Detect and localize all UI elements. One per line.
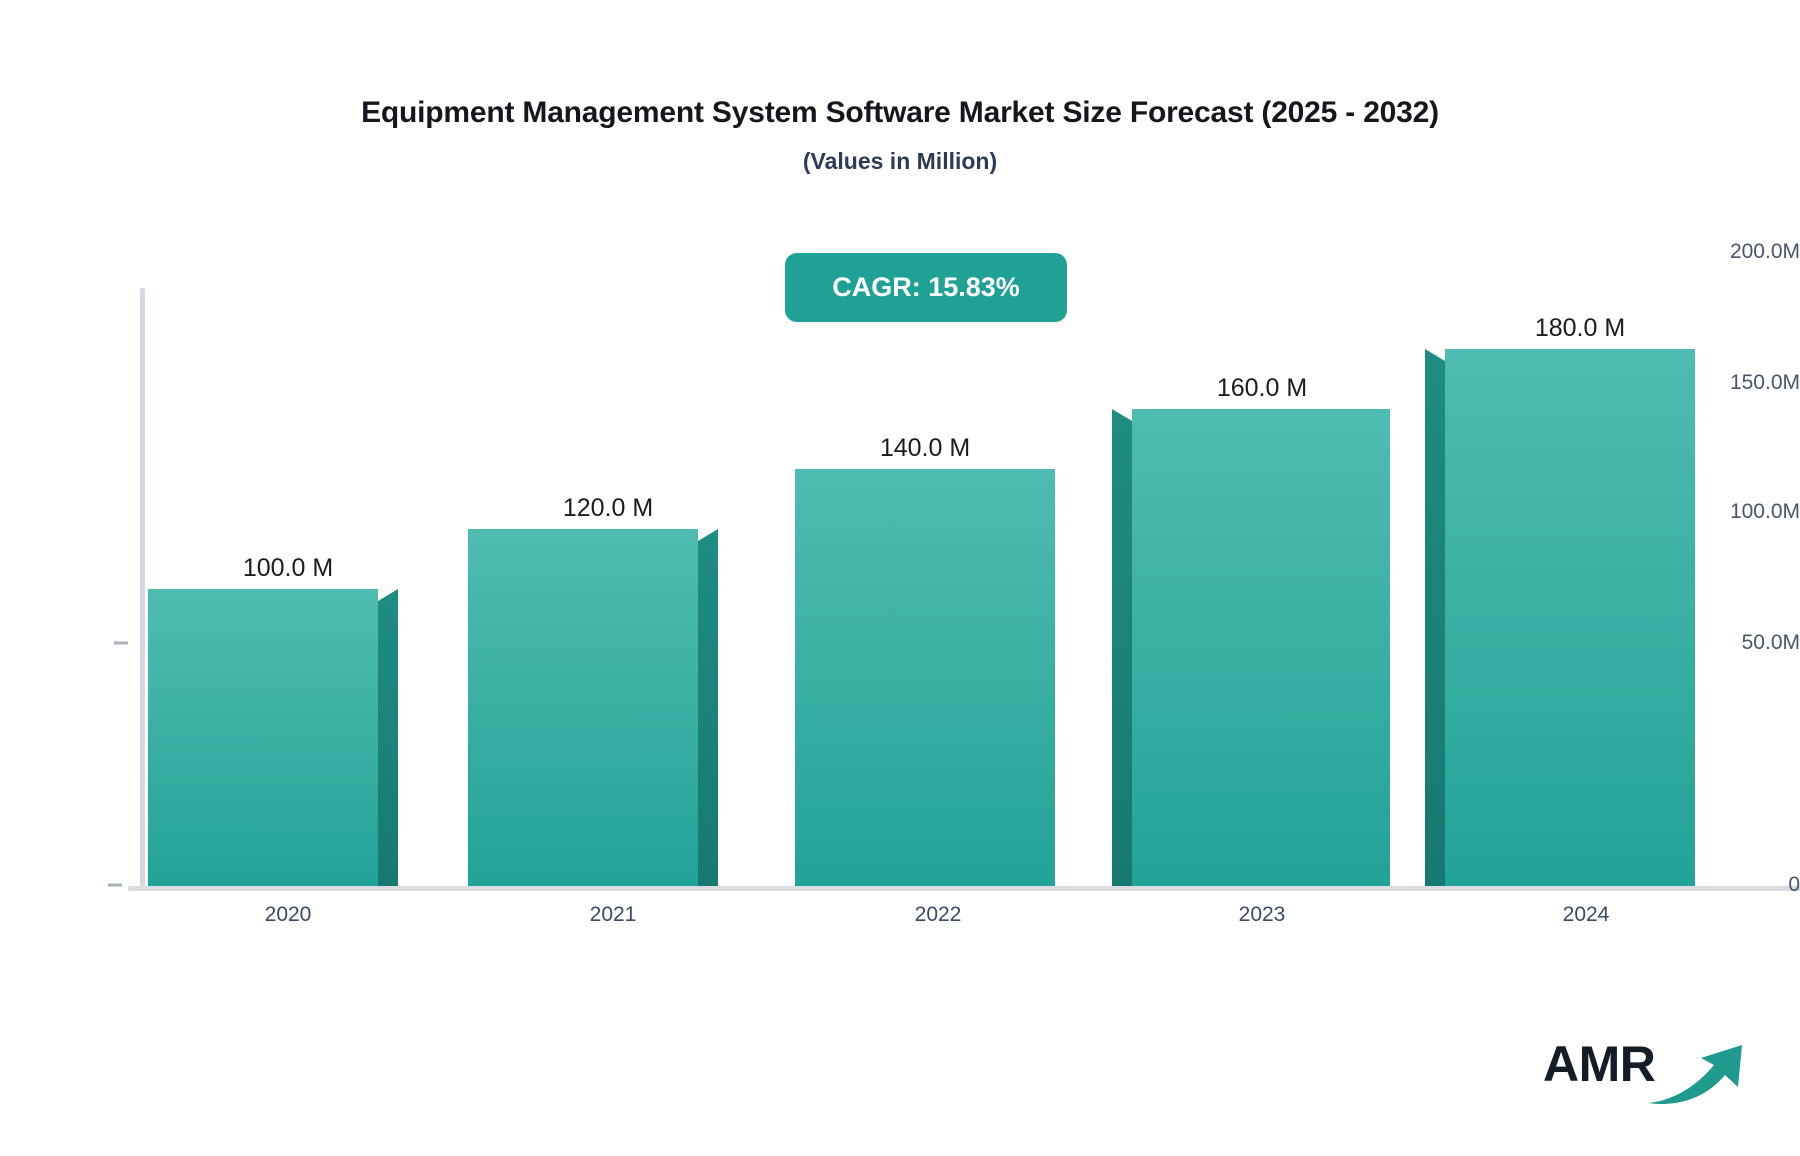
bar-2024-side	[1425, 361, 1445, 886]
bar-value-label-2022: 140.0 M	[879, 434, 971, 462]
bar-2021-chamfer	[698, 529, 718, 541]
bar-2023	[1132, 409, 1390, 886]
bar-2021	[468, 529, 698, 886]
chart-subtitle: (Values in Million)	[802, 148, 998, 174]
cagr-badge: CAGR: 15.83%	[785, 253, 1067, 322]
amr-logo-text: AMR	[1543, 1036, 1656, 1092]
bar-2023-chamfer	[1112, 409, 1132, 421]
up-right-curved-arrow-icon	[1646, 1041, 1751, 1112]
bar-2024	[1445, 349, 1695, 886]
y-axis-dash-50	[114, 641, 128, 645]
y-axis-tick-50: 50.0M	[1741, 631, 1800, 654]
x-axis-tick-2023: 2023	[1238, 903, 1286, 926]
y-axis-tick-0: 0	[1788, 873, 1800, 896]
bar-2021-side	[698, 541, 718, 886]
amr-logo: AMR	[1543, 1035, 1743, 1110]
y-axis-line	[140, 288, 145, 888]
chart-title: Equipment Management System Software Mar…	[361, 96, 1439, 129]
bar-value-label-2020: 100.0 M	[242, 554, 334, 582]
bar-value-label-2021: 120.0 M	[562, 494, 654, 522]
y-axis-tick-100: 100.0M	[1729, 500, 1800, 523]
x-axis-tick-2021: 2021	[589, 903, 637, 926]
bar-value-label-2024: 180.0 M	[1534, 314, 1626, 342]
bar-2022	[795, 469, 1055, 886]
bar-2020-chamfer	[378, 589, 398, 601]
cagr-badge-label: CAGR: 15.83%	[832, 272, 1020, 302]
x-axis-tick-2024: 2024	[1562, 903, 1610, 926]
bar-value-label-2023: 160.0 M	[1216, 374, 1308, 402]
bar-2023-side	[1112, 421, 1132, 886]
x-axis-tick-2022: 2022	[914, 903, 962, 926]
y-axis-tick-150: 150.0M	[1729, 371, 1800, 394]
bar-2024-chamfer	[1425, 349, 1445, 361]
bar-2020-side	[378, 601, 398, 886]
x-axis-line	[128, 886, 1800, 891]
x-axis-tick-2020: 2020	[264, 903, 312, 926]
bar-2020	[148, 589, 378, 886]
y-axis-dash-0	[108, 883, 122, 887]
y-axis-tick-200: 200.0M	[1729, 240, 1800, 263]
